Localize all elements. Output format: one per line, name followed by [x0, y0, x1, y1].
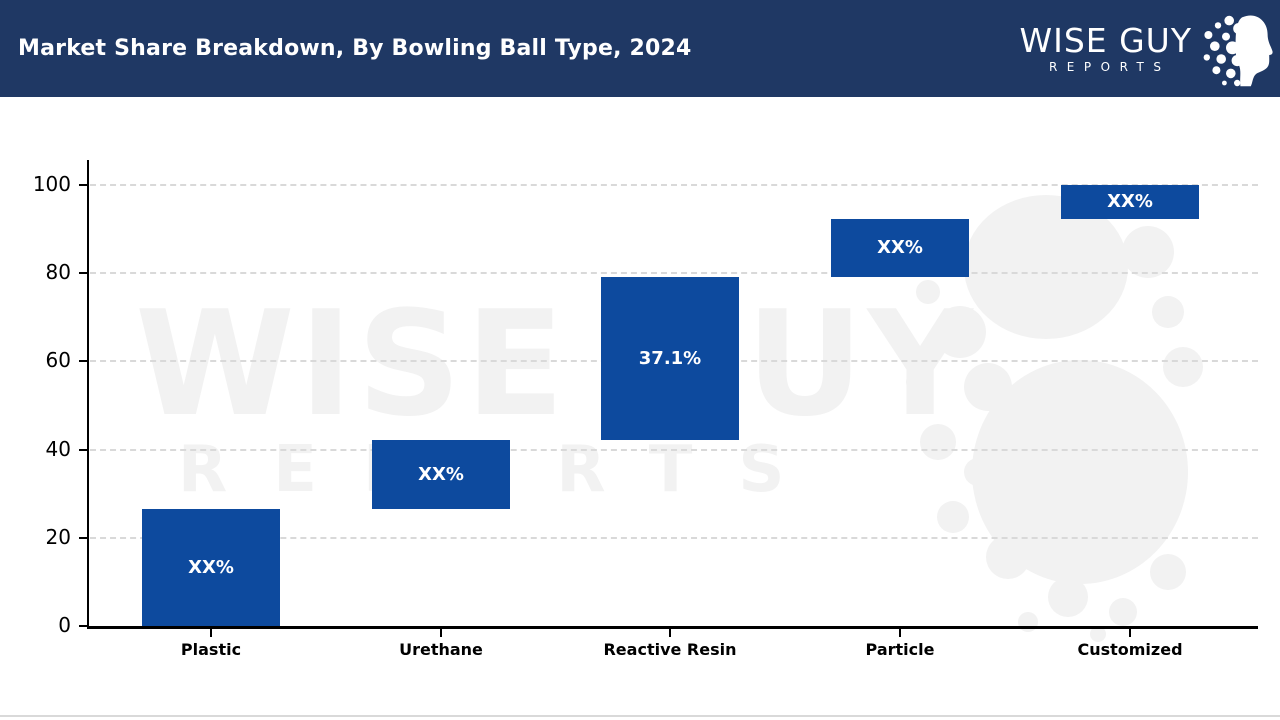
bar-value-label: XX% — [418, 464, 464, 486]
x-tick-mark-1 — [440, 629, 442, 637]
logo-subtitle: REPORTS — [1048, 59, 1171, 74]
y-tick-label-60: 60 — [45, 348, 71, 373]
bar-particle: XX% — [831, 218, 969, 277]
bar-plastic: XX% — [142, 509, 280, 626]
x-tick-label-1: Urethane — [399, 640, 483, 659]
y-axis — [87, 160, 89, 628]
bar-value-label: XX% — [877, 237, 923, 259]
x-tick-mark-4 — [1129, 629, 1131, 637]
gridline-20 — [90, 536, 1258, 539]
bar-urethane: XX% — [372, 440, 510, 510]
y-tick-mark-60 — [79, 360, 87, 363]
gridline-80 — [90, 272, 1258, 275]
x-tick-mark-0 — [210, 629, 212, 637]
y-tick-mark-0 — [79, 625, 87, 627]
y-tick-label-40: 40 — [45, 436, 71, 461]
x-tick-label-3: Particle — [865, 640, 935, 659]
logo-head-icon — [1203, 14, 1273, 86]
y-tick-label-0: 0 — [58, 613, 71, 637]
bottom-divider — [0, 715, 1280, 717]
bar-customized: XX% — [1061, 185, 1199, 219]
gridline-40 — [90, 448, 1258, 451]
y-tick-mark-20 — [79, 536, 87, 539]
y-tick-mark-40 — [79, 448, 87, 451]
y-tick-mark-80 — [79, 272, 87, 275]
watermark-wordmark: WISE GUY — [135, 280, 977, 449]
bar-value-label: 37.1% — [638, 348, 702, 370]
y-tick-label-80: 80 — [45, 260, 71, 285]
header-bar: Market Share Breakdown, By Bowling Ball … — [0, 0, 1280, 97]
bar-value-label: XX% — [1107, 191, 1153, 213]
gridline-100 — [90, 184, 1258, 186]
x-tick-mark-3 — [899, 629, 901, 637]
logo-wordmark: WISE GUY — [1019, 20, 1192, 60]
x-axis — [87, 626, 1258, 629]
y-tick-label-100: 100 — [32, 172, 71, 196]
watermark-head-icon — [906, 195, 1203, 642]
page-title: Market Share Breakdown, By Bowling Ball … — [18, 36, 692, 61]
x-tick-mark-2 — [669, 629, 671, 637]
logo-text: WISE GUY REPORTS — [1019, 24, 1192, 74]
x-tick-label-0: Plastic — [180, 640, 242, 659]
y-tick-label-20: 20 — [45, 524, 71, 549]
x-tick-label-4: Customized — [1077, 640, 1183, 659]
x-tick-label-2: Reactive Resin — [603, 640, 737, 659]
y-tick-mark-100 — [79, 184, 87, 186]
bar-reactive-resin: 37.1% — [601, 276, 739, 441]
bar-value-label: XX% — [188, 557, 234, 579]
wise-guy-logo: WISE GUY REPORTS — [1019, 0, 1274, 97]
